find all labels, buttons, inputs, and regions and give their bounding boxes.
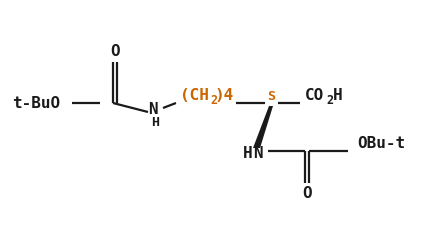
Text: O: O — [110, 44, 120, 60]
Text: (CH: (CH — [179, 88, 208, 104]
Text: H: H — [243, 145, 252, 161]
Text: CO: CO — [305, 88, 324, 104]
Text: )4: )4 — [214, 88, 233, 104]
Text: 2: 2 — [210, 95, 217, 107]
Text: t-BuO: t-BuO — [12, 95, 60, 111]
Text: N: N — [148, 103, 157, 117]
Text: H: H — [151, 115, 159, 128]
Text: O: O — [301, 185, 311, 201]
Text: S: S — [266, 90, 274, 104]
Text: H: H — [332, 88, 342, 104]
Text: OBu-t: OBu-t — [356, 136, 404, 152]
Text: 2: 2 — [326, 95, 333, 107]
Polygon shape — [252, 106, 272, 148]
Text: N: N — [253, 145, 262, 161]
